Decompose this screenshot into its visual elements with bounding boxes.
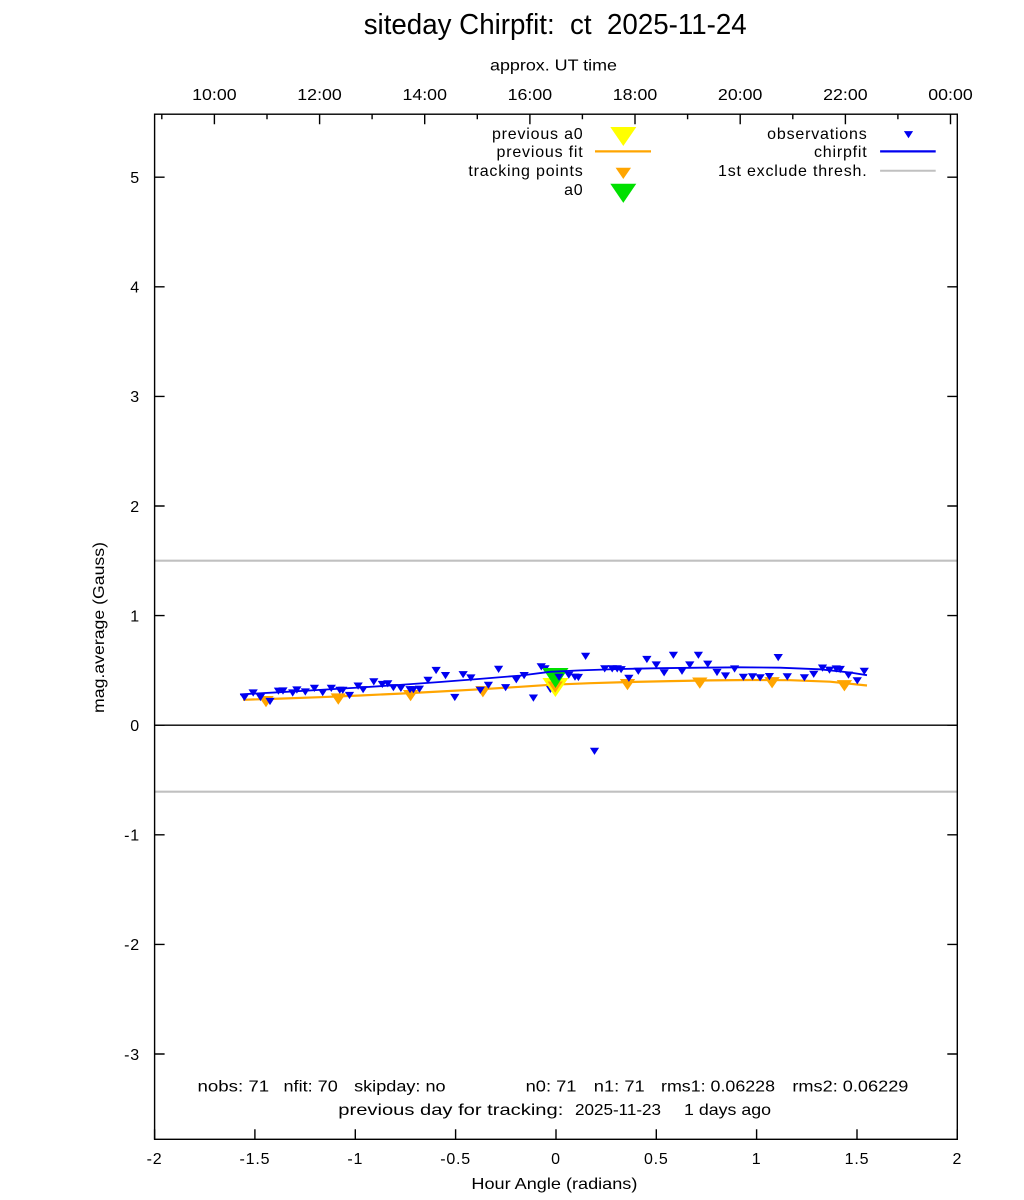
svg-text:skipday: no: skipday: no: [354, 1079, 446, 1096]
svg-text:-1: -1: [124, 828, 140, 845]
svg-text:previous day for tracking:: previous day for tracking:: [338, 1102, 563, 1119]
svg-text:chirpfit: chirpfit: [814, 144, 868, 161]
svg-text:rms2: 0.06229: rms2: 0.06229: [792, 1079, 908, 1096]
svg-text:-3: -3: [124, 1047, 140, 1064]
svg-text:a0: a0: [564, 182, 583, 199]
svg-text:4: 4: [130, 280, 140, 297]
svg-text:approx. UT time: approx. UT time: [490, 57, 617, 74]
svg-text:-2: -2: [147, 1151, 163, 1168]
svg-text:nfit: 70: nfit: 70: [284, 1079, 338, 1096]
svg-text:-0.5: -0.5: [440, 1151, 471, 1168]
svg-text:18:00: 18:00: [613, 87, 658, 104]
svg-text:n1: 71: n1: 71: [594, 1079, 645, 1096]
svg-text:1: 1: [130, 608, 140, 625]
svg-text:n0: 71: n0: 71: [526, 1079, 577, 1096]
svg-text:rms1: 0.06228: rms1: 0.06228: [661, 1079, 775, 1096]
svg-text:-2: -2: [124, 937, 140, 954]
svg-text:2025-11-23: 2025-11-23: [575, 1102, 661, 1119]
svg-text:previous fit: previous fit: [497, 144, 584, 161]
svg-text:14:00: 14:00: [402, 87, 447, 104]
svg-text:tracking points: tracking points: [468, 163, 583, 180]
svg-text:1st exclude thresh.: 1st exclude thresh.: [718, 163, 868, 180]
svg-text:-1: -1: [347, 1151, 363, 1168]
svg-text:0: 0: [130, 718, 140, 735]
svg-text:20:00: 20:00: [718, 87, 763, 104]
svg-text:mag.average (Gauss): mag.average (Gauss): [91, 542, 108, 713]
svg-text:siteday Chirpfit: ct 2025-11: siteday Chirpfit: ct 2025-11-24: [364, 9, 747, 41]
svg-text:12:00: 12:00: [297, 87, 342, 104]
svg-text:-1.5: -1.5: [240, 1151, 271, 1168]
svg-text:previous a0: previous a0: [492, 126, 584, 143]
svg-text:1 days ago: 1 days ago: [684, 1102, 771, 1119]
svg-text:0: 0: [551, 1151, 561, 1168]
svg-text:5: 5: [130, 170, 140, 187]
svg-text:2: 2: [952, 1151, 962, 1168]
svg-text:10:00: 10:00: [192, 87, 237, 104]
svg-text:Hour Angle (radians): Hour Angle (radians): [471, 1176, 637, 1193]
svg-text:16:00: 16:00: [508, 87, 553, 104]
svg-text:22:00: 22:00: [823, 87, 868, 104]
svg-text:00:00: 00:00: [928, 87, 973, 104]
svg-text:0.5: 0.5: [644, 1151, 669, 1168]
svg-text:2: 2: [130, 499, 140, 516]
svg-text:nobs: 71: nobs: 71: [198, 1079, 270, 1096]
svg-text:1: 1: [752, 1151, 762, 1168]
svg-text:3: 3: [130, 389, 140, 406]
svg-text:observations: observations: [767, 126, 867, 143]
svg-text:1.5: 1.5: [845, 1151, 870, 1168]
